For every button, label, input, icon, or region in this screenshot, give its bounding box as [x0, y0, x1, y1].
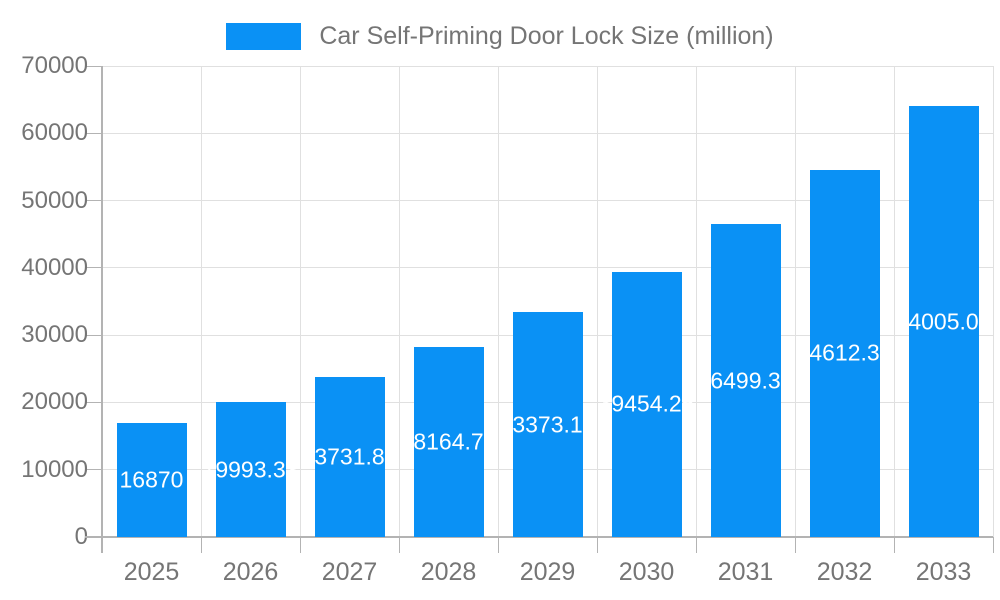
bar-value-label-2032: 54612.33: [796, 339, 893, 366]
bar-value-label-2026: 19993.33: [202, 456, 299, 483]
v-gridline: [200, 66, 202, 537]
y-axis-tick-label: 50000: [21, 186, 88, 214]
v-gridline: [893, 66, 895, 537]
x-tick-mark: [794, 537, 796, 553]
legend-series-label: Car Self-Priming Door Lock Size (million…: [319, 21, 774, 50]
y-tick-mark: [85, 65, 102, 67]
y-axis-line: [101, 66, 103, 553]
x-axis-tick-label: 2031: [717, 558, 774, 586]
x-tick-mark: [695, 537, 697, 553]
bar-value-label-2029: 33373.12: [499, 411, 596, 438]
y-axis-tick-label: 30000: [21, 321, 88, 349]
v-gridline: [299, 66, 301, 537]
y-axis-tick-label: 10000: [21, 455, 88, 483]
y-axis-tick-label: 70000: [21, 52, 88, 79]
x-axis-baseline: [85, 536, 993, 538]
bar-2031: [710, 224, 781, 537]
y-tick-mark: [85, 401, 102, 403]
x-axis-tick-label: 2029: [519, 558, 576, 586]
y-tick-mark: [85, 200, 102, 202]
x-tick-mark: [200, 537, 202, 553]
bar-value-label-2027: 23731.88: [301, 443, 398, 470]
y-axis-tick-label: 0: [74, 523, 88, 550]
v-gridline: [497, 66, 499, 537]
x-axis-tick-label: 2027: [321, 558, 378, 586]
bar-2033: [908, 106, 979, 537]
chart-legend: Car Self-Priming Door Lock Size (million…: [0, 21, 1000, 51]
bar-2030: [611, 271, 682, 537]
y-axis-tick-label: 20000: [21, 388, 88, 416]
y-tick-mark: [85, 132, 102, 134]
h-gridline: [102, 132, 993, 134]
x-axis-tick-label: 2025: [123, 558, 180, 586]
bar-value-label-2028: 28164.76: [400, 428, 497, 455]
x-axis-tick-label: 2030: [618, 558, 675, 586]
v-gridline: [596, 66, 598, 537]
y-tick-mark: [85, 334, 102, 336]
y-axis-tick-label: 40000: [21, 253, 88, 281]
x-axis-tick-label: 2032: [816, 558, 873, 586]
bar-2026: [215, 402, 286, 537]
bar-value-label-2033: 64005.08: [895, 308, 992, 335]
y-axis-tick-label: 60000: [21, 119, 88, 147]
bar-value-label-2025: 16870: [119, 466, 184, 493]
x-axis-tick-label: 2033: [915, 558, 972, 586]
h-gridline: [102, 65, 993, 67]
x-tick-mark: [497, 537, 499, 553]
v-gridline: [794, 66, 796, 537]
bar-2025: [116, 423, 187, 537]
bar-2032: [809, 169, 880, 537]
x-axis-tick-label: 2026: [222, 558, 279, 586]
h-gridline: [102, 200, 993, 202]
x-tick-mark: [299, 537, 301, 553]
bar-value-label-2030: 39454.25: [598, 390, 695, 417]
x-tick-mark: [893, 537, 895, 553]
y-tick-mark: [85, 267, 102, 269]
bar-2028: [413, 347, 484, 537]
x-tick-mark: [398, 537, 400, 553]
bar-value-label-2031: 46499.31: [697, 367, 794, 394]
v-gridline: [398, 66, 400, 537]
x-axis-tick-label: 2028: [420, 558, 477, 586]
bar-2029: [512, 312, 583, 537]
legend-swatch: [226, 22, 302, 50]
y-tick-mark: [85, 469, 102, 471]
v-gridline: [992, 66, 994, 537]
x-tick-mark: [992, 537, 994, 553]
h-gridline: [102, 267, 993, 269]
v-gridline: [695, 66, 697, 537]
x-tick-mark: [596, 537, 598, 553]
bar-2027: [314, 377, 385, 537]
